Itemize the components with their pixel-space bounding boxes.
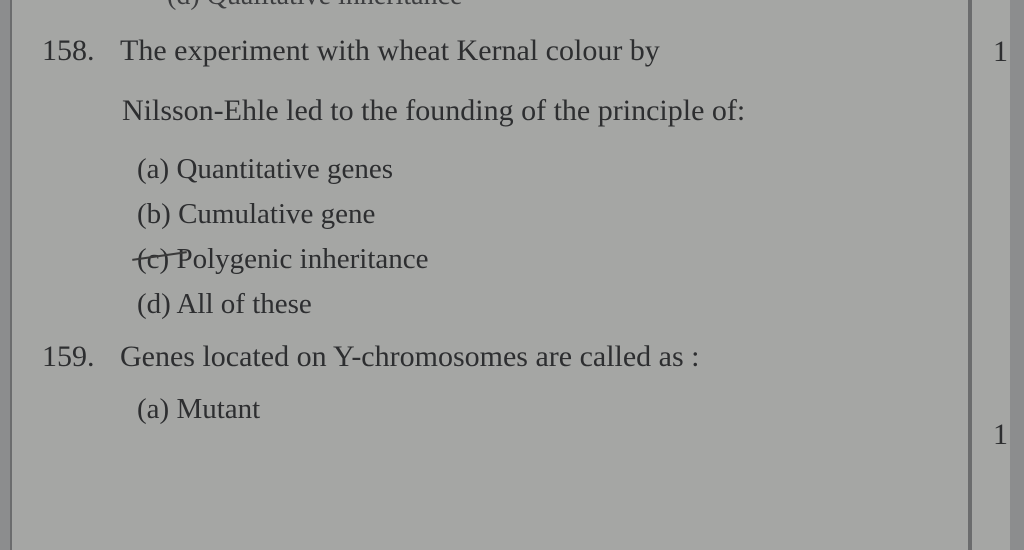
- document-page: (d) Qualitative inheritance 158. The exp…: [10, 0, 970, 550]
- option-letter: (a): [137, 153, 169, 185]
- question-number: 158.: [42, 27, 120, 75]
- q158-option-a: (a) Quantitative genes: [42, 153, 938, 186]
- q158-option-b: (b) Cumulative gene: [42, 198, 938, 231]
- q158-option-c: (c) Polygenic inheritance: [42, 243, 938, 276]
- option-text: Mutant: [176, 393, 260, 425]
- option-text: Cumulative gene: [178, 198, 375, 230]
- question-text: Genes located on Y-chromosomes are calle…: [120, 333, 938, 381]
- option-text: Polygenic inheritance: [176, 243, 428, 275]
- question-number: 159.: [42, 333, 120, 381]
- margin-number-158: 1: [993, 35, 1008, 69]
- q159-option-a: (a) Mutant: [42, 393, 938, 426]
- option-letter: (c): [137, 243, 169, 275]
- question-text-part2: Nilsson-Ehle led to the founding of the …: [122, 94, 745, 127]
- option-letter: (d): [137, 288, 171, 320]
- prev-question-option-d: (d) Qualitative inheritance: [42, 0, 938, 12]
- option-text: Quantitative genes: [176, 153, 393, 185]
- question-159-line: 159. Genes located on Y-chromosomes are …: [42, 333, 938, 381]
- margin-number-159: 1: [993, 418, 1008, 452]
- option-letter: (a): [137, 393, 169, 425]
- option-letter: (b): [137, 198, 171, 230]
- option-letter: (d): [167, 0, 200, 11]
- right-margin-column: 1 1: [970, 0, 1010, 550]
- option-text: Qualitative inheritance: [207, 0, 463, 11]
- option-text: All of these: [176, 288, 311, 320]
- question-158-line1: 158. The experiment with wheat Kernal co…: [42, 27, 938, 75]
- question-text-part1: The experiment with wheat Kernal colour …: [120, 27, 938, 75]
- question-158-line2: Nilsson-Ehle led to the founding of the …: [42, 87, 938, 135]
- q158-option-d: (d) All of these: [42, 288, 938, 321]
